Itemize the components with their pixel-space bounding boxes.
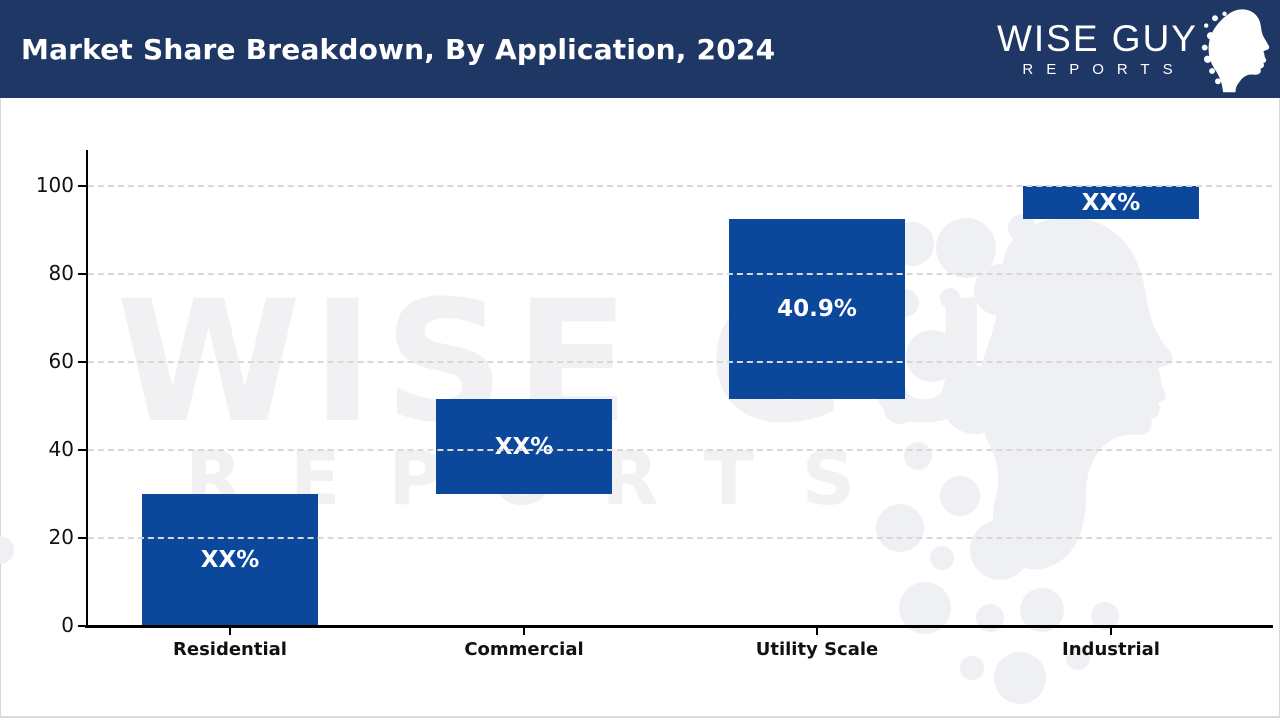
watermark-face-icon	[0, 214, 1173, 704]
y-axis-tick-40	[78, 449, 86, 451]
x-axis-tick-residential	[229, 628, 231, 635]
gridline-80	[88, 273, 1272, 275]
bar-industrial: XX%	[1023, 186, 1199, 219]
y-axis-tick-label-40: 40	[48, 437, 74, 461]
wiseguy-logo: WISE GUY REPORTS	[997, 4, 1276, 94]
y-axis-tick-label-60: 60	[48, 349, 74, 373]
gridline-20	[88, 537, 1272, 539]
bar-commercial: XX%	[436, 399, 612, 494]
y-axis-tick-0	[78, 625, 86, 627]
bar-residential: XX%	[142, 494, 318, 626]
y-axis-tick-label-0: 0	[61, 613, 74, 637]
bar-value-label-industrial: XX%	[1081, 189, 1141, 216]
x-axis-tick-utility-scale	[816, 628, 818, 635]
x-axis-tick-industrial	[1110, 628, 1112, 635]
x-axis-tick-commercial	[523, 628, 525, 635]
bar-utility-scale: 40.9%	[729, 219, 905, 399]
y-axis-tick-80	[78, 273, 86, 275]
bar-value-label-residential: XX%	[200, 547, 260, 573]
wiseguy-logo-line2: REPORTS	[1022, 61, 1186, 79]
y-axis-tick-60	[78, 361, 86, 363]
y-axis-tick-label-80: 80	[48, 261, 74, 285]
x-axis-category-label-utility-scale: Utility Scale	[755, 639, 879, 660]
x-axis-category-label-residential: Residential	[173, 639, 287, 660]
wiseguy-logo-line1: WISE GUY	[996, 17, 1198, 59]
x-axis-line	[85, 625, 1273, 628]
x-axis-category-label-commercial: Commercial	[464, 639, 584, 660]
y-axis-line	[86, 150, 88, 627]
x-axis-category-label-industrial: Industrial	[1062, 639, 1160, 660]
header-banner: Market Share Breakdown, By Application, …	[0, 0, 1280, 98]
y-axis-tick-100	[78, 185, 86, 187]
y-axis-tick-label-100: 100	[35, 173, 74, 197]
wiseguy-face-icon	[1201, 9, 1270, 93]
y-axis-tick-20	[78, 537, 86, 539]
page-title: Market Share Breakdown, By Application, …	[21, 33, 776, 66]
gridline-40	[88, 449, 1272, 451]
gridline-100	[88, 185, 1272, 187]
gridline-60	[88, 361, 1272, 363]
bar-value-label-commercial: XX%	[494, 433, 554, 460]
bar-value-label-utility-scale: 40.9%	[777, 296, 857, 322]
y-axis-tick-label-20: 20	[48, 525, 74, 549]
wiseguy-logo-text: WISE GUY REPORTS	[996, 17, 1198, 79]
